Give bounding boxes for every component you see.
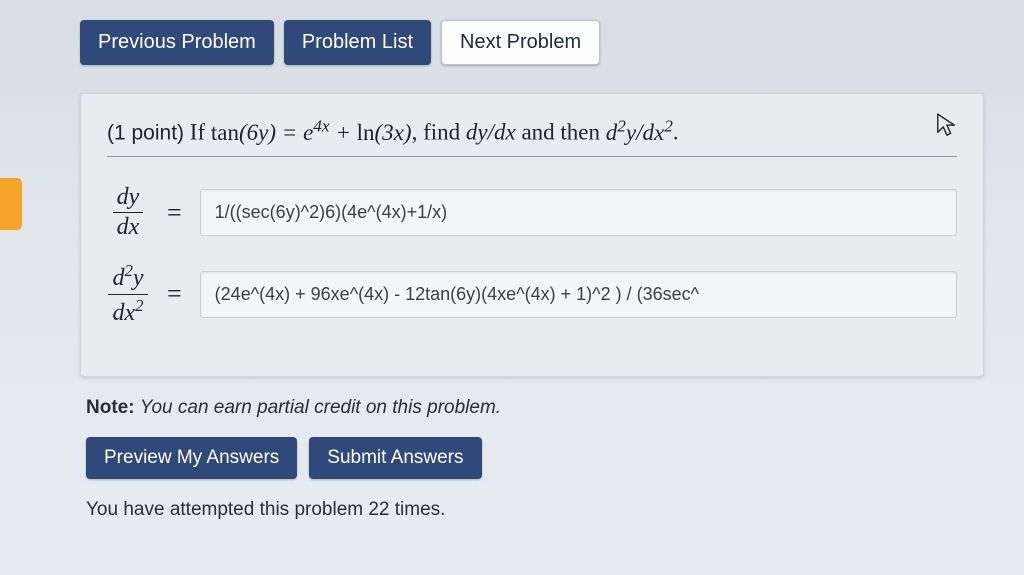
note-text: You can earn partial credit on this prob…	[140, 397, 501, 418]
nav-row: Previous Problem Problem List Next Probl…	[80, 20, 984, 65]
note-label: Note:	[86, 397, 135, 418]
frac-den: dx	[117, 213, 140, 240]
prompt-suffix: .	[673, 120, 679, 145]
equals-sign: =	[167, 198, 182, 228]
side-tab-marker	[0, 178, 22, 230]
prompt-middle: , find	[412, 120, 466, 145]
problem-prompt: (1 point) If tan(6y) = e4x + ln(3x), fin…	[107, 116, 679, 146]
page-container: Previous Problem Problem List Next Probl…	[0, 0, 1024, 521]
answer-row-2: d2y dx2 = (24e^(4x) + 96xe^(4x) - 12tan(…	[107, 262, 957, 325]
fraction-d2y-dx2: d2y dx2	[107, 262, 149, 325]
problem-panel: (1 point) If tan(6y) = e4x + ln(3x), fin…	[80, 93, 984, 377]
preview-answers-button[interactable]: Preview My Answers	[86, 437, 297, 479]
answer-input-2[interactable]: (24e^(4x) + 96xe^(4x) - 12tan(6y)(4xe^(4…	[200, 271, 957, 318]
submit-answers-button[interactable]: Submit Answers	[309, 437, 481, 479]
partial-credit-note: Note: You can earn partial credit on thi…	[86, 397, 984, 419]
prompt-prefix: If	[190, 120, 211, 145]
cursor-arrow-icon	[935, 112, 957, 140]
equals-sign: =	[167, 279, 182, 309]
frac-num: d2y	[108, 262, 147, 294]
points-label: (1 point)	[107, 122, 184, 145]
answer-input-1[interactable]: 1/((sec(6y)^2)6)(4e^(4x)+1/x)	[200, 189, 957, 236]
previous-problem-button[interactable]: Previous Problem	[80, 20, 274, 65]
fraction-dy-dx: dy dx	[107, 185, 149, 240]
prompt-row: (1 point) If tan(6y) = e4x + ln(3x), fin…	[107, 112, 957, 157]
answer-row-1: dy dx = 1/((sec(6y)^2)6)(4e^(4x)+1/x)	[107, 185, 957, 240]
frac-den: dx2	[112, 295, 143, 326]
problem-list-button[interactable]: Problem List	[284, 20, 431, 65]
action-row: Preview My Answers Submit Answers	[86, 437, 984, 479]
frac-num: dy	[113, 185, 144, 213]
next-problem-button[interactable]: Next Problem	[441, 20, 600, 65]
attempts-text: You have attempted this problem 22 times…	[86, 499, 984, 521]
prompt-and: and then	[516, 120, 606, 145]
